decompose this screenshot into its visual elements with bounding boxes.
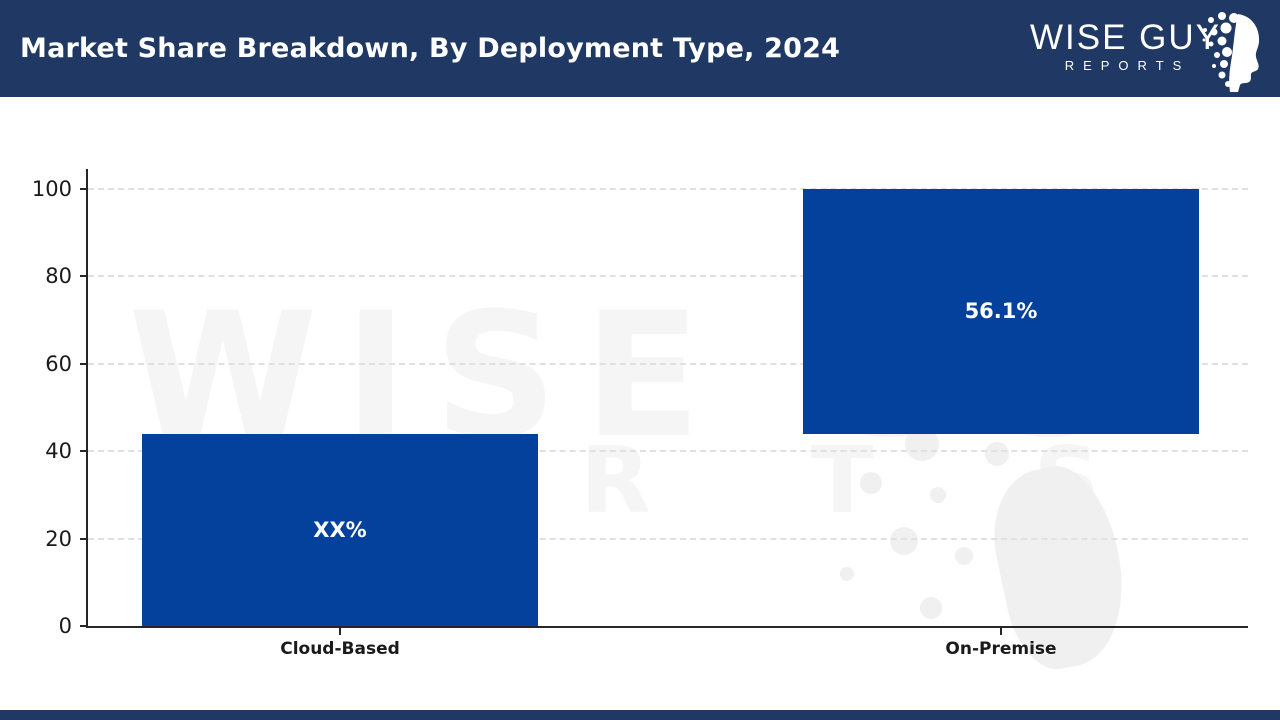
y-tick-mark-40 xyxy=(80,450,87,452)
watermark-text-2: R T S xyxy=(580,427,1164,534)
watermark-dot xyxy=(890,527,918,555)
bar-value-label: XX% xyxy=(313,517,367,542)
y-tick-mark-80 xyxy=(80,275,87,277)
gridline-100 xyxy=(88,187,1248,190)
x-axis-line xyxy=(86,626,1248,628)
face-profile-icon xyxy=(1202,12,1260,92)
x-category-label-2: On-Premise xyxy=(945,639,1057,659)
y-axis-line xyxy=(86,169,88,628)
y-tick-label-100: 100 xyxy=(31,176,72,201)
x-tick-mark-2 xyxy=(1000,628,1002,635)
gridline-20 xyxy=(88,537,1248,540)
x-category-label-1: Cloud-Based xyxy=(280,639,400,659)
watermark-dot xyxy=(860,472,882,494)
chart-title: Market Share Breakdown, By Deployment Ty… xyxy=(20,33,841,64)
watermark-dot xyxy=(930,487,946,503)
wise-guy-reports-logo: WISE GUY REPORTS xyxy=(1012,6,1262,92)
y-tick-mark-20 xyxy=(80,537,87,540)
plot-area: WISE GU R T S 0 20 40 60 80 100 XX% 56.1% Clou… xyxy=(0,97,1280,710)
bar-on-premise: 56.1% xyxy=(803,188,1199,434)
y-tick-label-40: 40 xyxy=(45,439,72,463)
watermark-dot xyxy=(955,547,973,565)
bar-value-label: 56.1% xyxy=(964,299,1038,324)
y-tick-mark-60 xyxy=(80,362,87,365)
logo-subtitle: REPORTS xyxy=(1064,58,1191,73)
bar-cloud-based: XX% xyxy=(142,433,538,626)
watermark-dot xyxy=(920,597,942,619)
y-tick-mark-100 xyxy=(80,187,87,190)
gridline-60 xyxy=(88,362,1248,365)
gridline-80 xyxy=(88,275,1248,277)
y-tick-label-60: 60 xyxy=(45,351,72,376)
y-tick-label-0: 0 xyxy=(58,614,72,638)
watermark-dot xyxy=(840,567,854,581)
x-tick-mark-1 xyxy=(339,628,341,635)
y-tick-mark-0 xyxy=(80,625,87,627)
y-tick-label-20: 20 xyxy=(45,526,72,551)
footer-bar xyxy=(0,710,1280,720)
watermark-dot xyxy=(985,442,1009,466)
y-tick-label-80: 80 xyxy=(45,264,72,288)
gridline-40 xyxy=(88,450,1248,452)
logo-wordmark: WISE GUY xyxy=(1030,18,1222,57)
logo-text: WISE GUY REPORTS xyxy=(1030,18,1222,74)
header-band: Market Share Breakdown, By Deployment Ty… xyxy=(0,0,1280,97)
